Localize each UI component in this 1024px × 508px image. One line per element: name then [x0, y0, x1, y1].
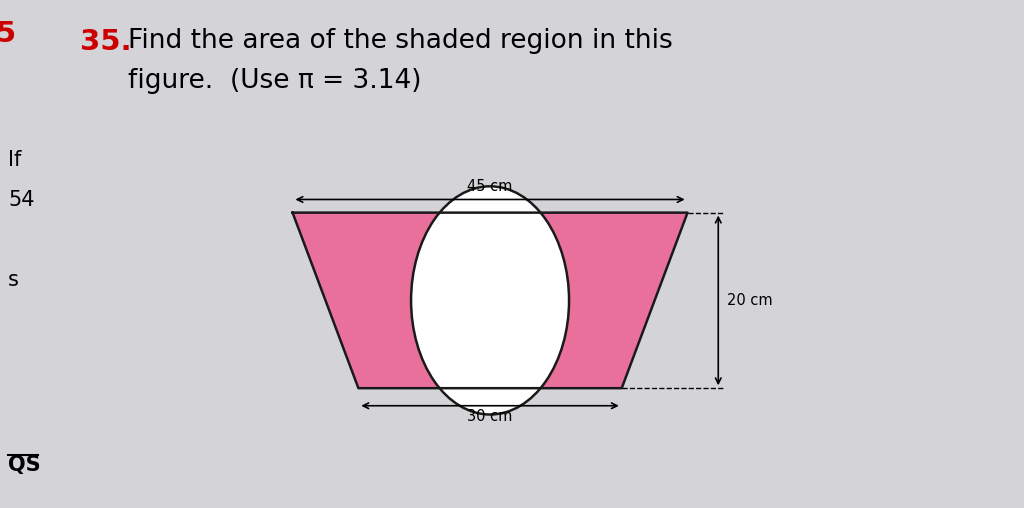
- Text: Find the area of the shaded region in this: Find the area of the shaded region in th…: [128, 28, 673, 54]
- Text: 30 cm: 30 cm: [467, 409, 513, 424]
- Text: 54: 54: [8, 190, 35, 210]
- Polygon shape: [293, 213, 687, 388]
- Ellipse shape: [411, 186, 569, 415]
- Text: 20 cm: 20 cm: [727, 293, 773, 308]
- Text: 5: 5: [0, 20, 16, 48]
- Text: figure.  (Use π = 3.14): figure. (Use π = 3.14): [128, 68, 422, 94]
- Text: s: s: [8, 270, 18, 290]
- Text: QS: QS: [8, 455, 41, 475]
- Text: 35.: 35.: [80, 28, 132, 56]
- Text: 45 cm: 45 cm: [467, 179, 513, 194]
- Text: If: If: [8, 150, 22, 170]
